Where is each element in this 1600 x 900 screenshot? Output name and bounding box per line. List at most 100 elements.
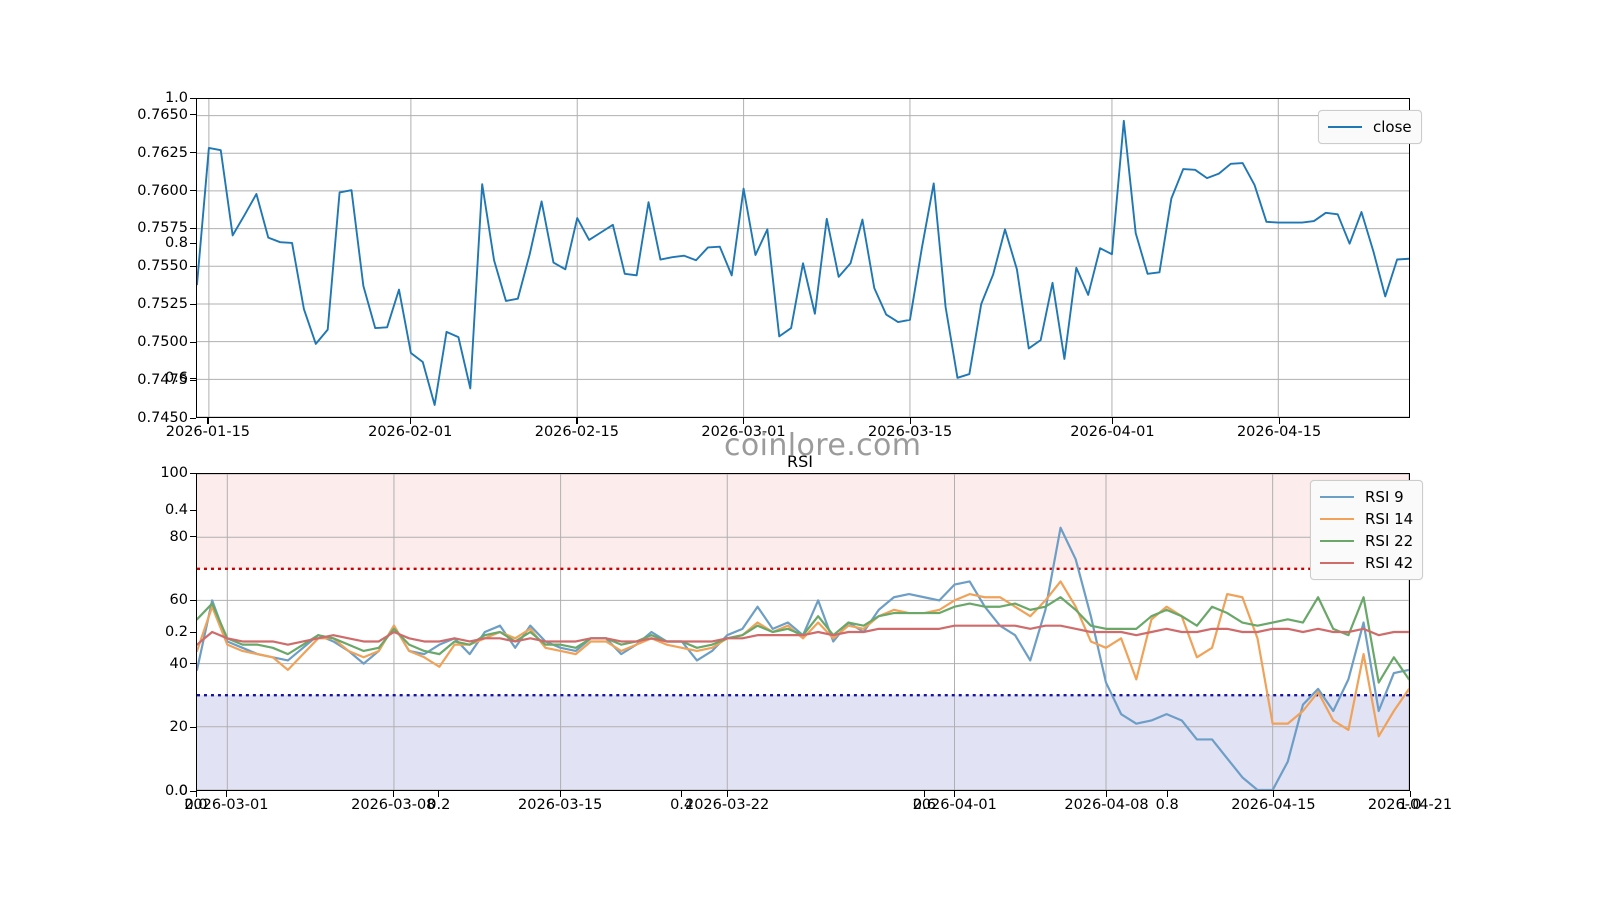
rsi-x-tick-mark-ghost xyxy=(438,791,440,797)
price-y-tick-label: 0.7475 xyxy=(137,372,188,389)
rsi-y-tick-mark xyxy=(190,726,196,729)
price-chart-panel xyxy=(196,98,1410,418)
rsi-y-tick-mark xyxy=(190,663,196,665)
rsi-y-tick-label: 20 xyxy=(169,719,188,736)
price-y-tick-label-ghost: 0.6 xyxy=(164,370,188,386)
rsi-x-tick-label-ghost: 1.0 xyxy=(1398,797,1422,813)
rsi-x-tick-label-ghost: 0.0 xyxy=(184,797,208,813)
legend-line-swatch xyxy=(1320,562,1354,564)
rsi-y-tick-mark xyxy=(190,536,196,538)
price-y-tick-mark xyxy=(190,190,196,192)
price-x-tick-label: 2026-02-15 xyxy=(534,424,619,440)
rsi-y-tick-label: 40 xyxy=(169,655,188,672)
rsi-x-tick-mark-ghost xyxy=(195,791,197,797)
price-x-tick-mark xyxy=(576,418,578,424)
rsi-x-tick-label: 2026-03-15 xyxy=(518,797,603,813)
rsi-x-tick-mark-ghost xyxy=(1166,791,1168,797)
rsi-plot xyxy=(197,474,1409,790)
price-y-tick-label-ghost: 0.8 xyxy=(164,235,188,251)
rsi-x-tick-label-ghost: 0.4 xyxy=(670,797,694,813)
price-y-tick-label: 0.7450 xyxy=(137,410,188,426)
price-x-tick-mark xyxy=(409,418,411,424)
price-y-tick-mark xyxy=(190,379,196,381)
rsi-x-tick-mark xyxy=(726,791,728,797)
legend-line-swatch xyxy=(1320,540,1354,542)
rsi-x-tick-label-ghost: 0.2 xyxy=(427,797,451,813)
price-y-tick-label: 0.7625 xyxy=(137,144,188,161)
price-y-tick-label: 0.7650 xyxy=(137,106,188,123)
price-x-tick-label: 2026-03-01 xyxy=(701,424,786,440)
price-plot xyxy=(197,99,1409,417)
price-y-tick-mark-ghost xyxy=(190,242,196,244)
rsi-x-tick-label: 2026-03-22 xyxy=(684,797,770,813)
price-x-tick-label: 2026-04-01 xyxy=(1070,424,1155,440)
rsi-x-tick-label: 2026-04-21 xyxy=(1367,797,1453,813)
price-legend[interactable]: close xyxy=(1318,110,1422,144)
price-y-tick-label: 0.7525 xyxy=(137,296,188,313)
price-y-tick-mark-ghost xyxy=(190,97,196,99)
rsi-x-tick-mark-ghost xyxy=(1409,791,1411,797)
price-x-tick-mark xyxy=(1278,418,1280,424)
price-y-tick-mark xyxy=(190,227,196,230)
price-x-tick-label: 2026-02-01 xyxy=(368,424,453,440)
rsi-y-tick-label-ghost: 0.0 xyxy=(164,783,188,799)
rsi-x-tick-mark-ghost xyxy=(923,791,926,797)
rsi-x-tick-mark xyxy=(954,791,956,797)
rsi-y-tick-mark-ghost xyxy=(190,790,196,792)
rsi-y-tick-label-ghost: 0.4 xyxy=(164,502,188,518)
legend-line-swatch xyxy=(1320,496,1354,498)
rsi-legend-item[interactable]: RSI 9 xyxy=(1320,486,1413,508)
price-legend-item[interactable]: close xyxy=(1328,116,1412,138)
rsi-x-tick-label: 2026-03-01 xyxy=(184,797,269,813)
rsi-chart-panel xyxy=(196,473,1410,791)
price-x-tick-mark xyxy=(742,418,745,424)
price-y-tick-label-ghost: 1.0 xyxy=(164,90,188,106)
rsi-y-tick-mark xyxy=(190,472,196,474)
price-x-tick-label: 2026-04-15 xyxy=(1236,424,1322,440)
rsi-x-tick-mark xyxy=(559,791,561,797)
rsi-legend-label: RSI 22 xyxy=(1365,532,1414,550)
price-y-tick-mark-ghost xyxy=(190,377,196,379)
rsi-x-tick-label-ghost: 0.8 xyxy=(1155,797,1179,813)
price-y-tick-mark xyxy=(190,417,196,419)
rsi-legend-label: RSI 42 xyxy=(1365,554,1414,572)
rsi-y-tick-mark-ghost xyxy=(190,509,196,511)
rsi-legend-item[interactable]: RSI 42 xyxy=(1320,552,1413,574)
price-y-tick-mark xyxy=(190,265,196,268)
rsi-x-tick-label: 2026-04-01 xyxy=(912,797,997,813)
rsi-x-tick-mark xyxy=(392,791,394,797)
rsi-x-tick-label-ghost: 0.6 xyxy=(912,797,936,813)
price-y-tick-label: 0.7575 xyxy=(137,220,188,237)
price-y-tick-label: 0.7600 xyxy=(137,182,188,199)
rsi-x-tick-label: 2026-04-15 xyxy=(1231,797,1316,813)
watermark: coinlore.com xyxy=(724,428,922,463)
price-x-tick-label: 2026-03-15 xyxy=(867,424,953,440)
rsi-legend[interactable]: RSI 9 RSI 14 RSI 22 RSI 42 xyxy=(1310,480,1424,580)
rsi-legend-item[interactable]: RSI 22 xyxy=(1320,530,1413,552)
price-x-tick-label: 2026-01-15 xyxy=(165,424,251,440)
rsi-legend-item[interactable]: RSI 14 xyxy=(1320,508,1413,530)
price-y-tick-label: 0.7550 xyxy=(137,258,188,275)
rsi-x-tick-label: 2026-04-08 xyxy=(1064,797,1149,813)
price-y-tick-mark xyxy=(190,341,196,343)
rsi-legend-label: RSI 14 xyxy=(1365,510,1414,528)
rsi-y-tick-label: 0 xyxy=(178,783,188,799)
price-x-tick-mark xyxy=(207,418,209,424)
rsi-y-tick-label-ghost: 0.2 xyxy=(164,624,188,640)
price-x-tick-mark xyxy=(1111,418,1114,424)
rsi-x-tick-mark xyxy=(1272,791,1275,797)
rsi-y-tick-label: 80 xyxy=(169,528,188,545)
rsi-x-tick-label: 2026-03-08 xyxy=(351,797,436,813)
price-legend-label: close xyxy=(1373,118,1412,136)
rsi-y-tick-label: 100 xyxy=(160,465,188,481)
rsi-x-tick-mark-ghost xyxy=(681,791,683,797)
price-y-tick-label: 0.7500 xyxy=(137,334,188,351)
rsi-y-tick-label: 60 xyxy=(169,592,188,609)
rsi-x-tick-mark xyxy=(225,791,228,797)
price-y-tick-mark xyxy=(190,114,196,116)
rsi-legend-label: RSI 9 xyxy=(1365,488,1404,506)
legend-line-swatch xyxy=(1320,518,1354,520)
rsi-y-tick-mark xyxy=(190,599,196,601)
legend-line-swatch xyxy=(1328,126,1362,128)
